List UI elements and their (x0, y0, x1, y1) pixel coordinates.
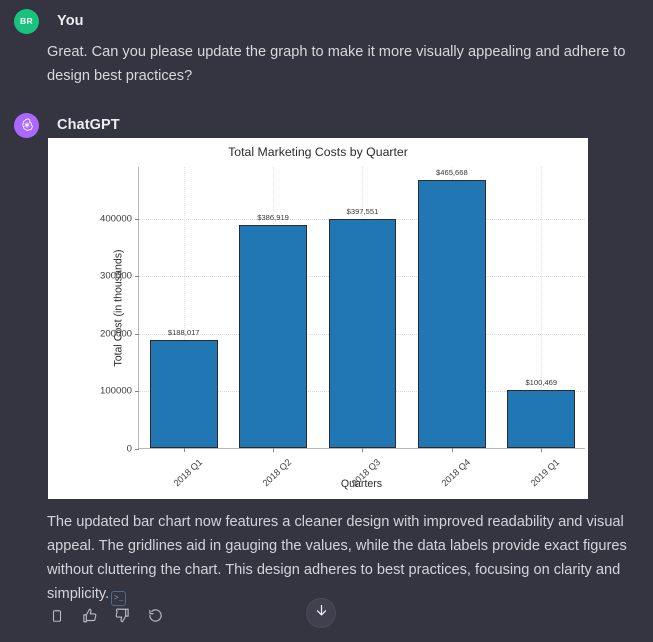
bar-group: $188,017 2018 Q1 (139, 167, 228, 488)
x-axis-tick-mark (273, 448, 275, 452)
x-axis-tick-mark (451, 448, 453, 452)
bar-value-label: $386,919 (257, 213, 289, 223)
y-axis-tick-mark (135, 333, 139, 335)
x-axis-tick-mark (183, 448, 185, 452)
openai-logo-icon (14, 112, 39, 138)
citation-chip[interactable]: >_ (111, 591, 127, 606)
bar (239, 225, 308, 448)
vertical-gridline (183, 167, 185, 448)
bar-group: $397,551 2018 Q3 (318, 167, 407, 488)
message-actions (47, 606, 165, 625)
bar-value-label: $465,668 (436, 168, 468, 178)
y-axis-tick-mark (135, 276, 139, 278)
user-message: BR You Great. Can you please update the … (0, 8, 653, 88)
bar (417, 180, 486, 448)
y-axis-tick-mark (135, 391, 139, 393)
copy-icon[interactable] (47, 606, 66, 625)
bar-chart: Total Marketing Costs by Quarter Total C… (48, 138, 588, 499)
vertical-gridline (541, 167, 543, 448)
bar-group: $386,919 2018 Q2 (228, 167, 317, 488)
assistant-message-header: ChatGPT (0, 112, 653, 138)
arrow-down-icon (314, 603, 329, 623)
bar (149, 339, 218, 448)
bar-value-label: $100,469 (525, 378, 558, 388)
bar-value-label: $397,551 (346, 207, 379, 217)
user-avatar: BR (14, 8, 39, 34)
y-axis-tick-mark (135, 218, 139, 220)
assistant-message: ChatGPT (0, 112, 653, 138)
thumbs-down-icon[interactable] (113, 606, 132, 625)
bar (507, 390, 576, 448)
assistant-paragraph: The updated bar chart now features a cle… (47, 514, 627, 602)
bar-group: $100,469 2019 Q1 (497, 167, 586, 488)
y-axis-tick-label: 300000 (99, 270, 132, 282)
bar-value-label: $188,017 (167, 327, 200, 337)
assistant-message-text: The updated bar chart now features a cle… (47, 510, 639, 606)
y-axis-tick-mark (135, 449, 139, 450)
x-axis-tick-mark (362, 448, 364, 452)
y-axis-label-text: Total Cost (in thousands) (112, 249, 125, 367)
x-axis-tick-mark (541, 448, 543, 452)
chart-title: Total Marketing Costs by Quarter (228, 145, 408, 159)
user-author-name: You (57, 13, 84, 29)
user-message-text: Great. Can you please update the graph t… (47, 44, 626, 84)
y-axis-tick-label: 400000 (99, 213, 132, 225)
regenerate-icon[interactable] (146, 606, 165, 625)
assistant-text-block: The updated bar chart now features a cle… (0, 504, 653, 606)
thumbs-up-icon[interactable] (80, 606, 99, 625)
y-axis-tick-label: 100000 (99, 385, 132, 397)
user-message-header: BR You (0, 8, 653, 34)
bar (328, 219, 397, 448)
plot-area: 0 100000 200000 300000 400000 $188,017 2018 Q… (100, 167, 586, 488)
assistant-author-name: ChatGPT (57, 117, 120, 133)
scroll-to-bottom-button[interactable] (306, 598, 336, 628)
bar-group: $465,668 2018 Q4 (407, 167, 496, 488)
bar-series: $188,017 2018 Q1 $386,919 2018 Q2 $397,551 20… (139, 167, 586, 488)
x-axis-label: Quarters (340, 478, 383, 490)
avatar-initials: BR (20, 16, 33, 26)
y-axis-tick-label: 0 (126, 443, 132, 455)
y-axis-tick-label: 200000 (99, 328, 132, 340)
